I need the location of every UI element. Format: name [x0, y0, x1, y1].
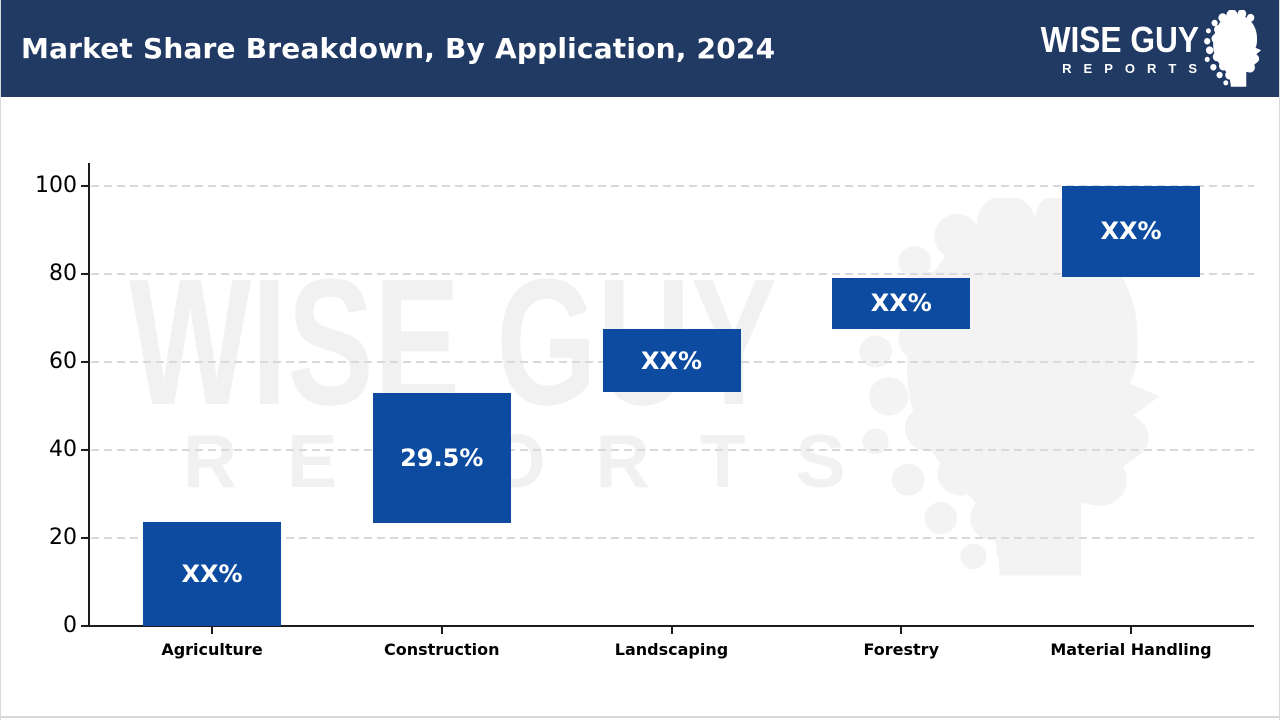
y-tick-label-100: 100	[35, 173, 77, 198]
brand-logo-text: WISE GUY REPORTS	[1019, 19, 1199, 76]
watermark-subtext: REPORTS	[183, 419, 896, 503]
header-bar: Market Share Breakdown, By Application, …	[1, 0, 1279, 97]
x-tick-mark	[440, 627, 443, 634]
bar-landscaping: XX%	[602, 329, 741, 392]
y-tick-mark-20	[81, 537, 88, 539]
y-tick-label-60: 60	[49, 349, 77, 374]
brand-name: WISE GUY	[1040, 19, 1199, 60]
bar-agriculture: XX%	[143, 522, 281, 626]
bar-value-label: XX%	[870, 289, 932, 318]
bar-value-label: XX%	[181, 560, 243, 589]
gridline-20	[91, 537, 1254, 539]
y-tick-label-80: 80	[49, 261, 77, 286]
x-tick-label-agriculture: Agriculture	[161, 640, 263, 659]
page-title: Market Share Breakdown, By Application, …	[21, 32, 776, 65]
x-tick-label-material-handling: Material Handling	[1050, 640, 1212, 659]
x-tick-label-forestry: Forestry	[863, 640, 939, 659]
x-tick-mark	[1130, 627, 1132, 634]
bar-forestry: XX%	[832, 277, 971, 330]
y-tick-label-20: 20	[49, 525, 77, 550]
brand-subname: REPORTS	[1062, 61, 1209, 76]
y-tick-label-0: 0	[63, 613, 77, 638]
gridline-40	[91, 449, 1254, 451]
bottom-border	[1, 716, 1279, 718]
bar-value-label: XX%	[640, 346, 703, 375]
y-tick-mark-60	[81, 361, 88, 363]
x-tick-label-construction: Construction	[383, 640, 500, 659]
x-tick-label-landscaping: Landscaping	[614, 640, 729, 659]
y-tick-mark-40	[81, 449, 88, 451]
gridline-100	[91, 185, 1254, 187]
x-tick-mark	[900, 627, 903, 634]
x-axis-line	[88, 625, 1254, 627]
bar-construction: 29.5%	[372, 392, 511, 523]
bar-value-label: XX%	[1100, 217, 1162, 246]
brand-logo: WISE GUY REPORTS	[1019, 9, 1263, 88]
y-tick-mark-100	[81, 185, 88, 187]
bar-value-label: 29.5%	[400, 443, 484, 472]
bar-material-handling: XX%	[1062, 186, 1200, 277]
y-tick-mark-80	[81, 273, 88, 275]
y-axis-line	[88, 163, 90, 627]
x-tick-mark	[670, 627, 673, 634]
gridline-80	[91, 273, 1254, 275]
head-dots-icon	[1204, 9, 1262, 87]
y-tick-mark-0	[81, 625, 88, 627]
y-tick-label-40: 40	[49, 437, 77, 462]
x-tick-mark	[211, 627, 213, 634]
